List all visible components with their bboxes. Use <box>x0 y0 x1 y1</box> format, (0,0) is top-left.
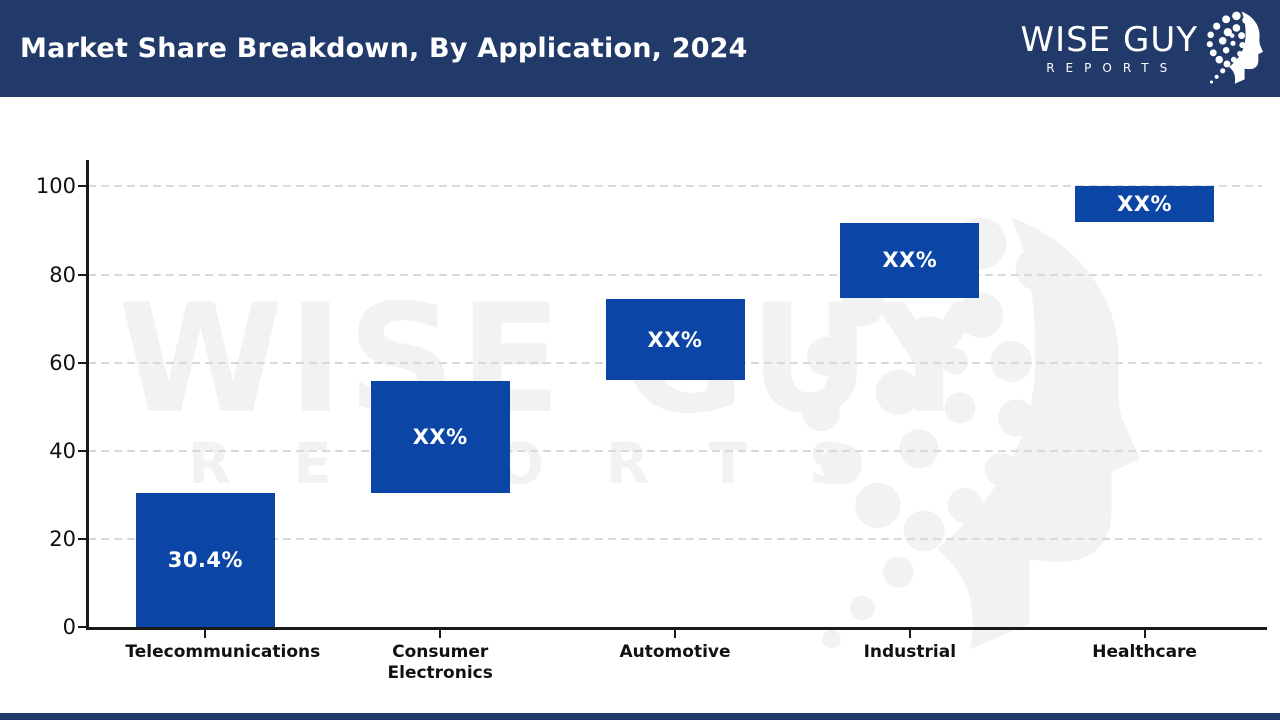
chart-area: WISE GUY REPORTS 0 20 40 60 80 100 30.4% Teleco… <box>0 97 1280 713</box>
y-tick-label: 80 <box>49 262 76 287</box>
y-tick-mark <box>78 626 88 628</box>
bar-segment: 30.4% <box>135 493 275 627</box>
y-tick-label: 40 <box>49 438 76 463</box>
wise-guy-head-icon <box>1206 11 1264 84</box>
gridline <box>88 449 1262 452</box>
logo-sub-text: REPORTS <box>1046 61 1179 75</box>
x-category-label: Healthcare <box>1092 642 1197 662</box>
x-tick-mark <box>674 630 676 638</box>
logo-brand-text: WISE GUY <box>1020 20 1198 60</box>
logo-text: WISE GUY REPORTS <box>1020 23 1198 74</box>
gridline <box>88 537 1262 540</box>
gridline <box>88 185 1262 188</box>
header: Market Share Breakdown, By Application, … <box>0 0 1280 97</box>
x-category-label: Consumer Electronics <box>387 642 493 684</box>
x-category-label: Industrial <box>863 642 957 662</box>
x-tick-mark <box>908 630 911 638</box>
x-tick-mark <box>439 630 442 638</box>
watermark-sub: REPORTS <box>188 432 912 497</box>
brand-logo: WISE GUY REPORTS <box>1020 9 1264 88</box>
bar-value-label: XX% <box>882 248 938 273</box>
y-tick-mark <box>78 185 88 188</box>
y-tick-mark <box>78 449 88 452</box>
bar-value-label: XX% <box>1117 192 1173 217</box>
bar-value-label: XX% <box>647 327 703 352</box>
bar-segment: XX% <box>840 222 980 298</box>
y-tick-label: 100 <box>35 174 76 199</box>
y-tick-mark <box>78 361 88 364</box>
chart-title: Market Share Breakdown, By Application, … <box>20 33 748 64</box>
x-category-label: Telecommunications <box>125 642 321 662</box>
x-category-label: Automotive <box>619 642 731 662</box>
y-tick-mark <box>78 537 88 540</box>
y-tick-label: 20 <box>49 526 76 551</box>
y-axis-line <box>86 160 89 630</box>
bar-value-label: 30.4% <box>167 548 244 573</box>
y-tick-label: 0 <box>62 615 76 639</box>
gridline <box>88 273 1262 276</box>
bar-value-label: XX% <box>412 424 468 449</box>
x-axis-line <box>87 627 1267 630</box>
x-tick-mark <box>1143 630 1146 638</box>
y-tick-mark <box>78 273 88 276</box>
footer-bar <box>0 713 1280 720</box>
bar-segment: XX% <box>370 380 510 494</box>
bar-segment: XX% <box>1075 186 1215 223</box>
y-tick-label: 60 <box>49 350 76 375</box>
x-tick-mark <box>204 630 207 638</box>
bar-segment: XX% <box>605 298 745 381</box>
